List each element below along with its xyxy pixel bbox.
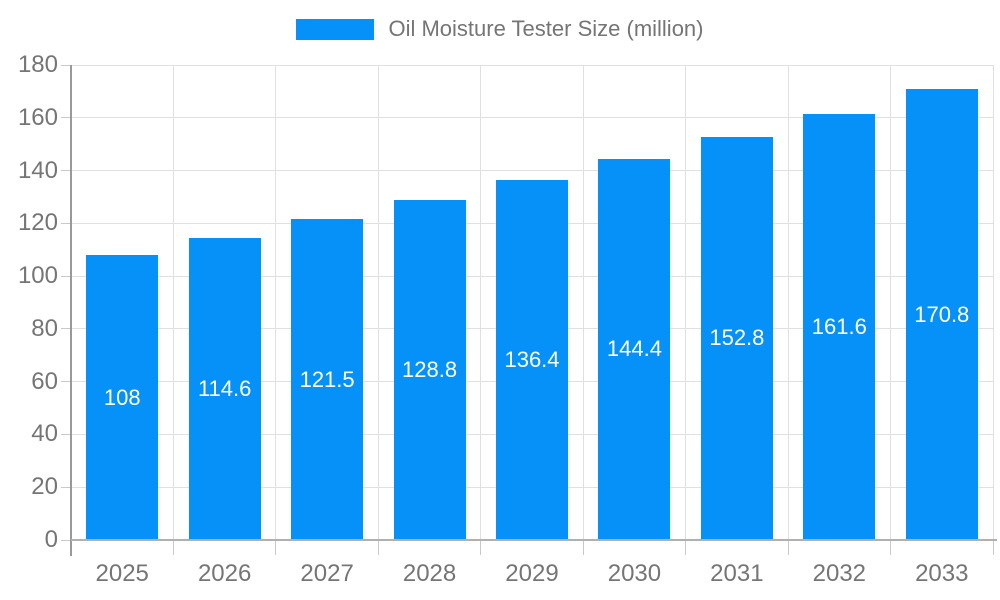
x-axis-tick	[787, 540, 789, 555]
legend-label: Oil Moisture Tester Size (million)	[388, 16, 704, 41]
gridline-vertical	[172, 65, 174, 540]
y-axis-tick	[61, 486, 71, 488]
gridline-vertical	[275, 65, 277, 540]
bar-2029[interactable]: 136.4	[496, 180, 568, 540]
x-axis-tick	[890, 540, 892, 555]
bar-2027[interactable]: 121.5	[291, 219, 364, 540]
bar-2026[interactable]: 114.6	[188, 237, 261, 540]
y-axis-line	[70, 65, 72, 556]
y-axis-tick	[61, 275, 71, 277]
x-axis-label: 2027	[300, 560, 354, 587]
y-axis-label: 140	[17, 156, 58, 184]
y-axis-label: 60	[31, 367, 58, 395]
y-axis-label: 40	[31, 420, 58, 448]
y-axis-label: 180	[17, 51, 58, 78]
y-axis-tick	[61, 117, 71, 119]
bar-value-label: 144.4	[606, 336, 662, 362]
bar-value-label: 136.4	[504, 347, 560, 373]
bar-2033[interactable]: 170.8	[905, 89, 978, 540]
gridline-horizontal	[71, 64, 993, 66]
x-axis-label: 2031	[710, 560, 764, 587]
bar-value-label: 114.6	[197, 375, 252, 401]
gridline-vertical	[377, 65, 379, 540]
y-axis-tick	[61, 64, 71, 66]
bar-value-label: 152.8	[709, 325, 765, 351]
gridline-vertical	[992, 65, 994, 540]
x-axis-label: 2030	[607, 560, 662, 587]
bar-value-label: 161.6	[811, 313, 867, 339]
x-axis-label: 2028	[402, 560, 457, 587]
gridline-vertical	[890, 65, 892, 540]
x-axis-label: 2029	[505, 560, 559, 587]
x-axis-tick	[582, 540, 584, 555]
bar-2032[interactable]: 161.6	[803, 113, 876, 540]
y-axis-label: 100	[17, 262, 58, 290]
gridline-vertical	[480, 65, 482, 540]
legend[interactable]: Oil Moisture Tester Size (million)	[0, 18, 1000, 40]
x-axis-tick	[685, 540, 687, 555]
gridline-horizontal	[71, 117, 993, 119]
bar-value-label: 108	[103, 384, 141, 410]
y-axis-label: 0	[44, 526, 58, 553]
legend-swatch[interactable]	[296, 18, 375, 40]
y-axis-tick	[61, 222, 71, 224]
x-axis-tick	[992, 540, 994, 555]
x-axis-tick	[275, 540, 277, 555]
x-axis-tick	[377, 540, 379, 555]
x-axis-label: 2033	[915, 560, 969, 587]
x-axis-label: 2025	[95, 560, 149, 587]
x-axis-tick	[172, 540, 174, 555]
bar-2025[interactable]: 108	[86, 255, 159, 540]
y-axis-tick	[61, 381, 71, 383]
x-axis-line	[71, 539, 997, 541]
x-axis-label: 2026	[197, 560, 252, 587]
gridline-vertical	[582, 65, 584, 540]
y-axis-tick	[61, 170, 71, 172]
bar-2028[interactable]: 128.8	[393, 200, 466, 540]
y-axis-label: 20	[31, 473, 58, 501]
y-axis-tick	[61, 328, 71, 330]
gridline-horizontal	[71, 170, 993, 172]
bar-value-label: 128.8	[402, 357, 458, 383]
bar-value-label: 170.8	[914, 301, 970, 327]
y-axis-tick	[61, 433, 71, 435]
y-axis-label: 120	[17, 209, 58, 237]
x-axis-label: 2032	[812, 560, 867, 587]
x-axis-tick	[480, 540, 482, 555]
bar-value-label: 121.5	[299, 366, 355, 392]
bar-2031[interactable]: 152.8	[700, 136, 773, 540]
y-axis-tick	[61, 539, 71, 541]
bar-2030[interactable]: 144.4	[598, 158, 671, 540]
y-axis-label: 160	[17, 103, 58, 131]
gridline-vertical	[787, 65, 789, 540]
y-axis-label: 80	[31, 314, 58, 342]
gridline-vertical	[685, 65, 687, 540]
